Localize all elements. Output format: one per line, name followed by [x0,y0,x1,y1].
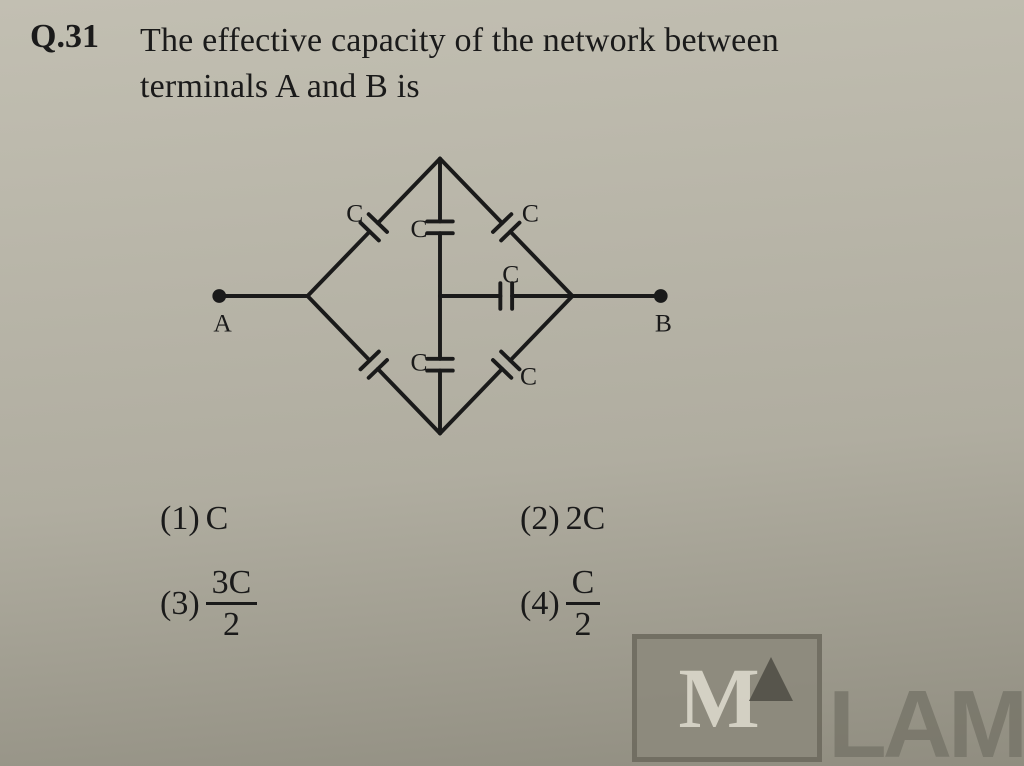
option-3-fraction: 3C 2 [206,566,258,642]
question-number: Q.31 [30,18,140,56]
option-4-fraction: C 2 [566,566,601,642]
watermark-text: LAM [828,682,1024,766]
svg-text:C: C [502,259,519,288]
option-1-value: C [206,500,229,538]
question-line-2: terminals A and B is [140,68,420,105]
option-4-label: (4) [520,585,560,623]
watermark-badge: M [632,634,822,762]
question-text: The effective capacity of the network be… [140,18,779,110]
option-1: (1) C [160,500,520,538]
capacitor-network-diagram: C C C C C C A B [180,116,700,476]
svg-text:B: B [655,308,672,337]
watermark: M LAM [632,634,1024,762]
option-2-value: 2C [566,500,606,538]
option-2-label: (2) [520,500,560,538]
svg-text:C: C [522,198,539,227]
option-3-denominator: 2 [223,605,240,642]
question-row: Q.31 The effective capacity of the netwo… [30,18,990,110]
watermark-triangle-icon [749,657,793,701]
diagram-container: C C C C C C A B [30,116,990,476]
option-4: (4) C 2 [520,566,880,642]
options-grid: (1) C (2) 2C (3) 3C 2 (4) C 2 [160,500,880,642]
svg-text:A: A [213,308,232,337]
svg-text:C: C [346,198,363,227]
question-line-1: The effective capacity of the network be… [140,22,779,59]
svg-text:C: C [411,214,428,243]
option-3-numerator: 3C [206,566,258,605]
option-3: (3) 3C 2 [160,566,520,642]
option-3-label: (3) [160,585,200,623]
svg-text:C: C [411,347,428,376]
svg-text:C: C [520,361,537,390]
option-2: (2) 2C [520,500,880,538]
option-4-numerator: C [566,566,601,605]
option-1-label: (1) [160,500,200,538]
option-4-denominator: 2 [575,605,592,642]
watermark-badge-letter: M [678,655,759,741]
question-block: Q.31 The effective capacity of the netwo… [30,18,990,642]
